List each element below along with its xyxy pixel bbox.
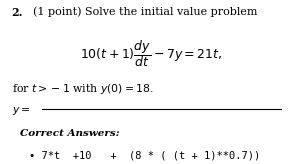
Text: • 7*t  +10   +  (8 * ( (t + 1)**0.7)): • 7*t +10 + (8 * ( (t + 1)**0.7)) bbox=[29, 150, 260, 160]
Text: 2.: 2. bbox=[12, 7, 23, 18]
Text: for $t > -1$ with $y(0) = 18.$: for $t > -1$ with $y(0) = 18.$ bbox=[12, 82, 153, 96]
Text: $10(t+1)\dfrac{dy}{dt} - 7y = 21t,$: $10(t+1)\dfrac{dy}{dt} - 7y = 21t,$ bbox=[80, 38, 222, 69]
Text: $y = $: $y = $ bbox=[12, 105, 30, 117]
Text: (1 point) Solve the initial value problem: (1 point) Solve the initial value proble… bbox=[33, 7, 258, 17]
Text: Correct Answers:: Correct Answers: bbox=[20, 129, 120, 138]
